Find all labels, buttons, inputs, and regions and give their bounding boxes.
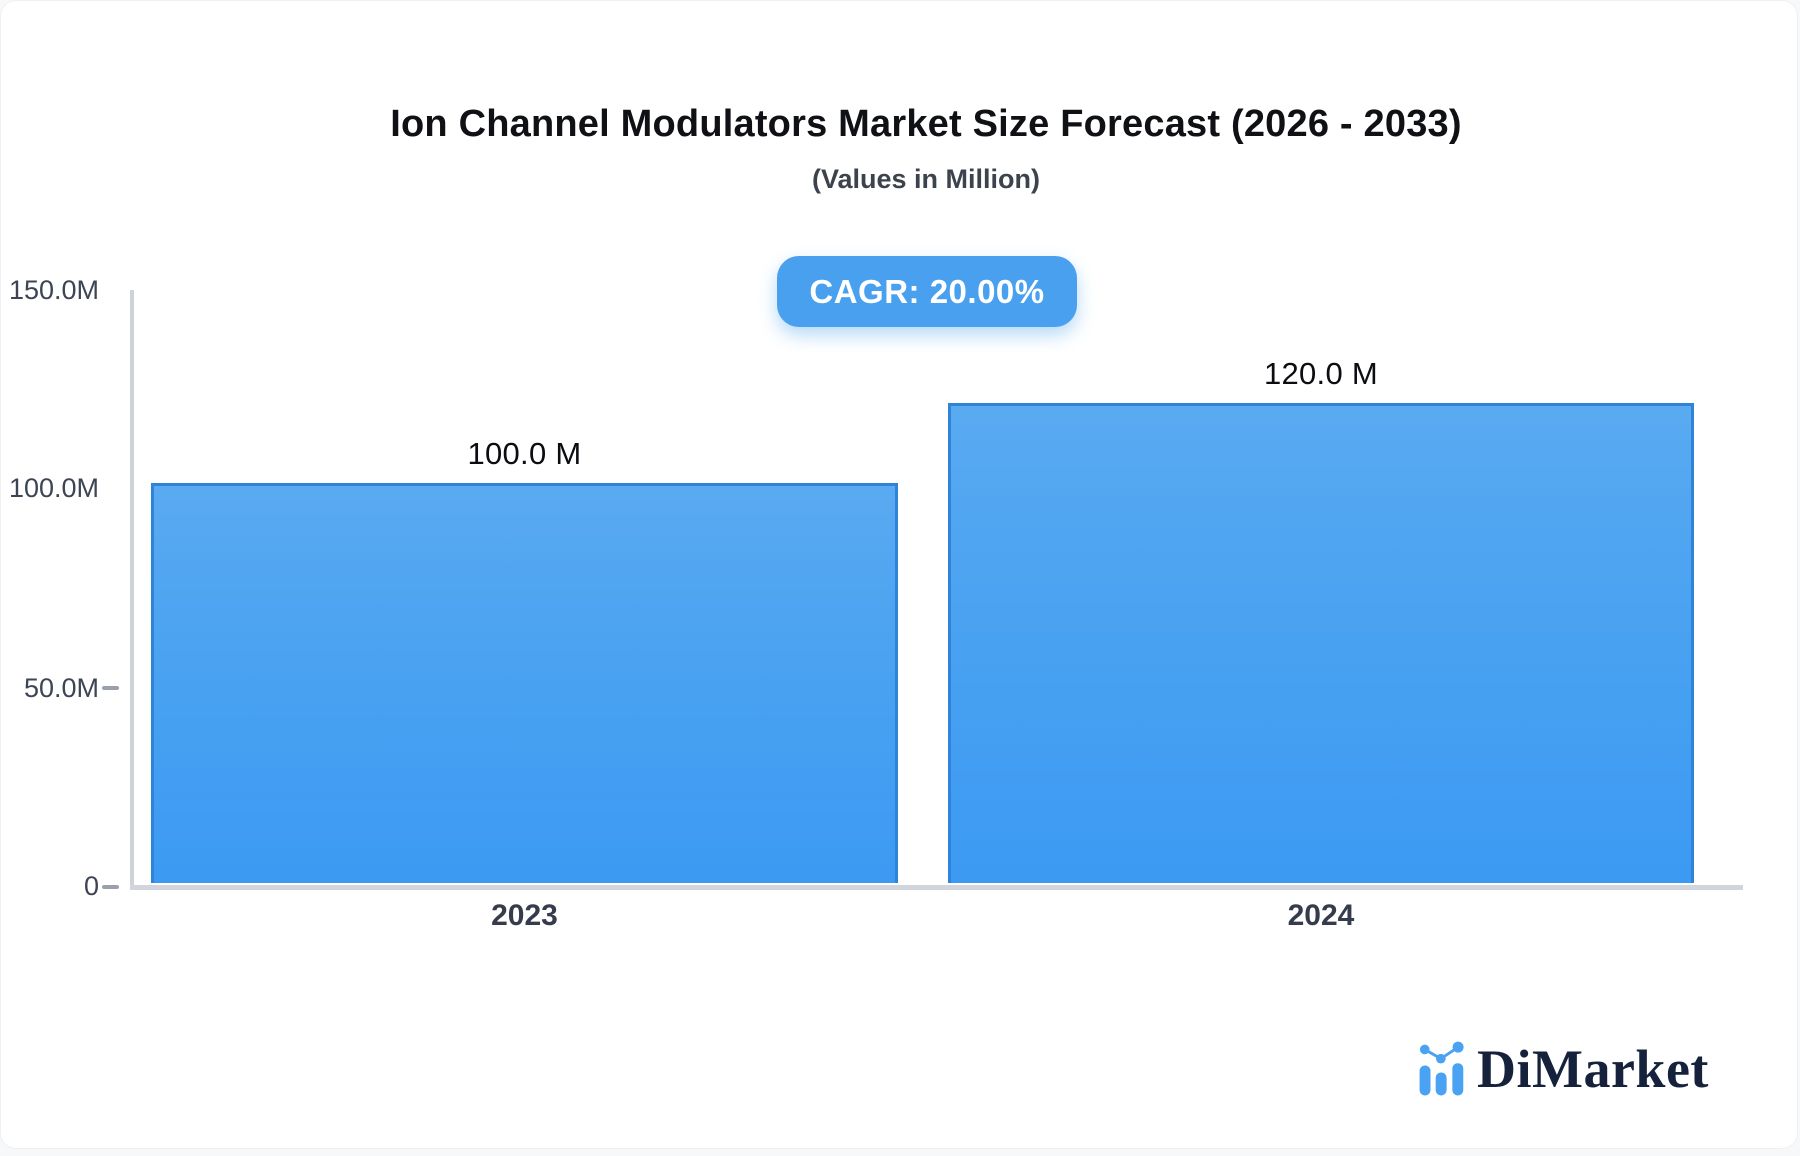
chart-subtitle: (Values in Million) [811,164,1041,194]
y-tick-label-0: 0 [83,871,99,901]
bar-value-label-2023: 100.0 M [467,436,582,471]
y-axis-line [130,290,134,890]
x-axis-line [130,885,1743,890]
y-tick-label-50m: 50.0M [23,673,99,703]
bar-group-2023: 100.0 M [151,436,898,883]
brand-logo: DiMarket [1419,1039,1709,1099]
bar-2023 [151,483,898,883]
bar-value-label-2024: 120.0 M [1263,356,1379,391]
bar-group-2024: 120.0 M [948,356,1694,883]
x-axis-label-2024: 2024 [1287,899,1355,932]
y-tick-label-150m: 150.0M [8,275,99,305]
bar-2024 [948,403,1694,883]
y-tick-mark-50m [102,686,119,690]
cagr-badge: CAGR: 20.00% [777,256,1077,327]
y-tick-label-100m: 100.0M [8,473,99,503]
y-tick-mark-0 [102,885,119,889]
brand-logo-text: DiMarket [1477,1039,1709,1099]
chart-title: Ion Channel Modulators Market Size Forec… [390,103,1462,145]
x-axis-label-2023: 2023 [491,899,558,932]
brand-logo-icon [1419,1040,1465,1098]
